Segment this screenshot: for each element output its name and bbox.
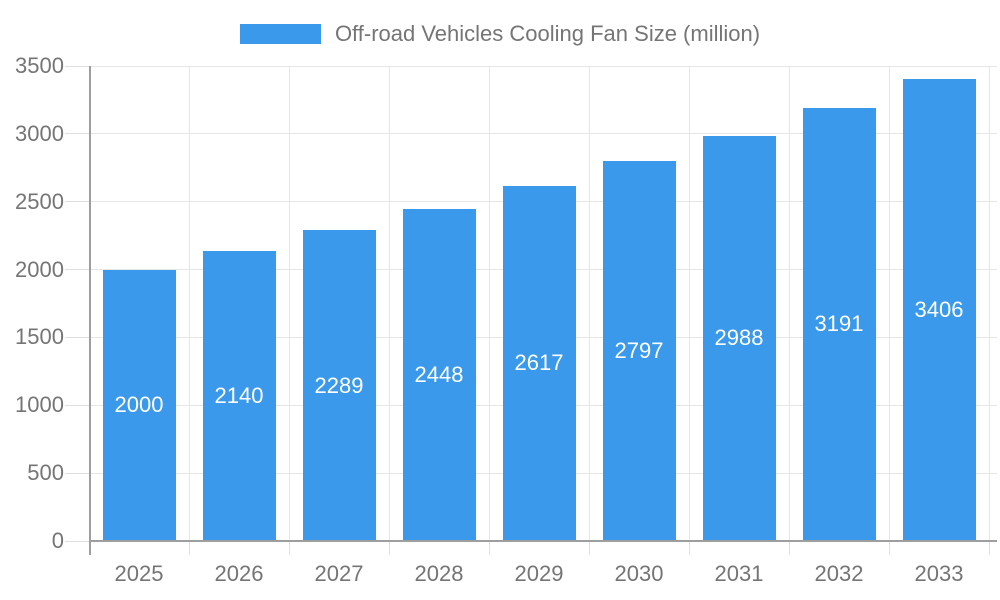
bar-2027: 2289 bbox=[302, 230, 376, 541]
bar-2026: 2140 bbox=[202, 250, 276, 541]
x-axis-label: 2029 bbox=[514, 561, 564, 586]
y-axis-label: 3500 bbox=[15, 53, 64, 78]
y-axis-label: 500 bbox=[27, 460, 64, 486]
y-axis-label: 1000 bbox=[15, 392, 64, 418]
bar-value-label: 3406 bbox=[914, 296, 964, 322]
y-axis-tick bbox=[65, 336, 89, 338]
gridline-horizontal bbox=[89, 65, 997, 67]
bar-value-label: 3191 bbox=[814, 311, 864, 337]
gridline-vertical bbox=[788, 66, 790, 541]
bar-2030: 2797 bbox=[602, 161, 676, 541]
bar-value-label: 2000 bbox=[114, 392, 164, 418]
bar-value-label: 2140 bbox=[214, 382, 264, 408]
x-axis-label: 2032 bbox=[814, 561, 864, 586]
y-axis-tick bbox=[65, 65, 89, 67]
y-axis-tick bbox=[65, 269, 89, 271]
y-axis-tick bbox=[65, 133, 89, 135]
plot-area: 2000 2140 2289 2448 2617 2797 2988 3191 3406 bbox=[65, 65, 997, 555]
y-axis-label: 0 bbox=[51, 528, 64, 553]
gridline-horizontal bbox=[89, 133, 997, 135]
legend: Off-road Vehicles Cooling Fan Size (mill… bbox=[0, 21, 1000, 47]
bar-2031: 2988 bbox=[702, 135, 776, 541]
y-axis-label: 2500 bbox=[15, 188, 64, 214]
bar-2025: 2000 bbox=[102, 269, 176, 541]
x-axis-tick bbox=[988, 541, 990, 555]
y-axis-tick bbox=[65, 404, 89, 406]
x-axis-label: 2025 bbox=[114, 561, 164, 586]
bar-2032: 3191 bbox=[802, 107, 876, 541]
x-axis-label: 2026 bbox=[214, 561, 264, 586]
x-axis-label: 2033 bbox=[914, 561, 964, 586]
legend-swatch-icon bbox=[239, 24, 321, 44]
gridline-vertical bbox=[388, 66, 390, 541]
bar-value-label: 2988 bbox=[714, 325, 764, 351]
y-axis-line bbox=[89, 66, 91, 555]
x-axis-tick bbox=[388, 541, 390, 555]
x-axis-tick bbox=[788, 541, 790, 555]
x-axis-label: 2028 bbox=[414, 561, 464, 586]
x-axis-tick bbox=[188, 541, 190, 555]
y-axis-tick bbox=[65, 540, 89, 542]
gridline-vertical bbox=[688, 66, 690, 541]
y-axis-label: 2000 bbox=[15, 256, 64, 282]
x-axis-label: 2031 bbox=[714, 561, 764, 586]
x-axis-tick bbox=[588, 541, 590, 555]
x-axis-label: 2030 bbox=[614, 561, 664, 586]
gridline-vertical bbox=[988, 66, 990, 541]
x-axis-tick bbox=[688, 541, 690, 555]
bar-value-label: 2289 bbox=[314, 372, 364, 398]
legend-item[interactable]: Off-road Vehicles Cooling Fan Size (mill… bbox=[239, 21, 761, 47]
bar-value-label: 2448 bbox=[414, 361, 464, 387]
gridline-vertical bbox=[888, 66, 890, 541]
x-axis-tick bbox=[288, 541, 290, 555]
y-axis-tick bbox=[65, 472, 89, 474]
x-axis-tick bbox=[488, 541, 490, 555]
x-axis-line bbox=[89, 540, 997, 542]
bar-2029: 2617 bbox=[502, 185, 576, 541]
gridline-vertical bbox=[288, 66, 290, 541]
y-axis-tick bbox=[65, 201, 89, 203]
bar-2028: 2448 bbox=[402, 208, 476, 541]
x-axis-label: 2027 bbox=[314, 561, 364, 586]
bar-2033: 3406 bbox=[902, 78, 976, 541]
legend-label: Off-road Vehicles Cooling Fan Size (mill… bbox=[334, 21, 761, 46]
gridline-vertical bbox=[488, 66, 490, 541]
x-axis-tick bbox=[888, 541, 890, 555]
gridline-vertical bbox=[188, 66, 190, 541]
bar-value-label: 2617 bbox=[514, 350, 564, 376]
gridline-vertical bbox=[588, 66, 590, 541]
y-axis-label: 1500 bbox=[15, 324, 64, 350]
y-axis-label: 3000 bbox=[15, 120, 64, 146]
bar-value-label: 2797 bbox=[614, 338, 664, 364]
